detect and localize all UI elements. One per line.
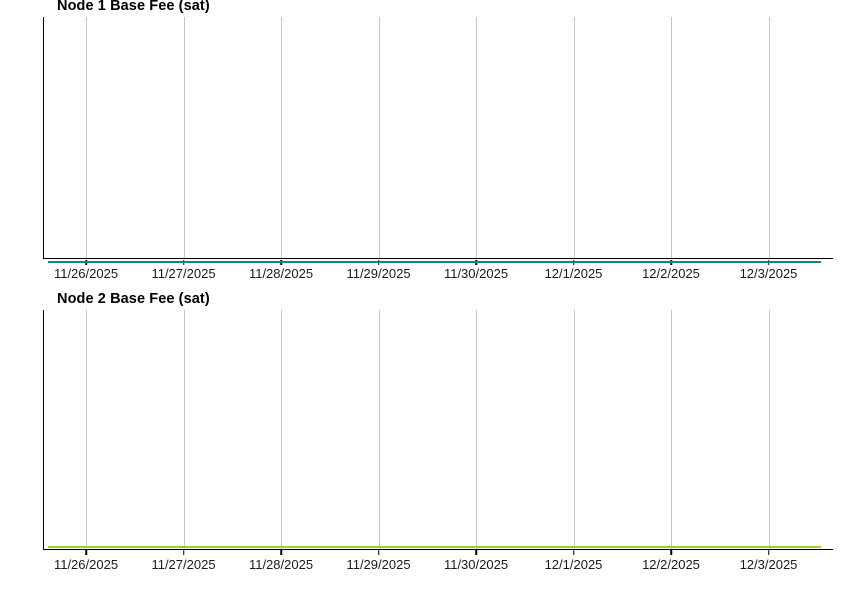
gridline	[86, 17, 87, 258]
node-2-base-fee-chart: Node 2 Base Fee (sat) 11/26/2025 11/27/20…	[0, 290, 860, 600]
gridline	[86, 310, 87, 549]
x-tick	[85, 550, 87, 555]
x-tick	[475, 550, 477, 555]
x-tick	[280, 550, 282, 555]
x-tick-label: 11/27/2025	[151, 556, 216, 572]
gridline	[281, 310, 282, 549]
chart-title: Node 2 Base Fee (sat)	[57, 291, 210, 307]
x-tick-label: 12/1/2025	[544, 266, 603, 281]
gridline	[671, 310, 672, 549]
x-tick	[182, 550, 185, 555]
x-tick	[377, 550, 380, 555]
x-tick-label: 11/29/2025	[346, 556, 411, 572]
x-tick-label: 12/2/2025	[642, 556, 700, 572]
x-tick-label: 12/2/2025	[642, 266, 700, 281]
plot-area: 11/26/2025 11/27/2025 11/28/2025 11/29/2025…	[43, 310, 833, 572]
x-tick-label: 12/1/2025	[544, 556, 603, 572]
x-tick-label: 11/26/2025	[53, 556, 119, 572]
x-tick-label: 11/26/2025	[53, 266, 119, 281]
x-tick	[670, 550, 672, 555]
gridline	[573, 310, 575, 549]
x-tick-label: 11/29/2025	[346, 266, 411, 281]
gridline	[183, 17, 185, 258]
x-tick-label: 11/30/2025	[443, 266, 509, 281]
x-tick-label: 11/27/2025	[151, 266, 216, 281]
series-line	[48, 260, 821, 263]
gridline	[671, 17, 672, 258]
x-tick-label: 12/3/2025	[739, 266, 798, 281]
x-tick	[572, 550, 575, 555]
gridline	[281, 17, 282, 258]
plot-area: 11/26/2025 11/27/2025 11/28/2025 11/29/2025…	[43, 17, 833, 281]
gridline	[476, 310, 477, 549]
gridline	[476, 17, 477, 258]
gridline	[378, 310, 380, 549]
gridline	[573, 17, 575, 258]
x-tick-label: 11/28/2025	[248, 556, 314, 572]
gridline	[768, 310, 770, 549]
node-1-base-fee-chart: Node 1 Base Fee (sat) 11/26/2025 11/27/20…	[0, 0, 860, 290]
x-tick-label: 11/28/2025	[248, 266, 314, 281]
chart-title: Node 1 Base Fee (sat)	[57, 0, 210, 14]
series-line	[48, 545, 821, 548]
gridline	[768, 17, 770, 258]
x-tick	[767, 550, 770, 555]
gridline	[378, 17, 380, 258]
x-tick-label: 12/3/2025	[739, 556, 798, 572]
x-tick-label: 11/30/2025	[443, 556, 509, 572]
gridline	[183, 310, 185, 549]
